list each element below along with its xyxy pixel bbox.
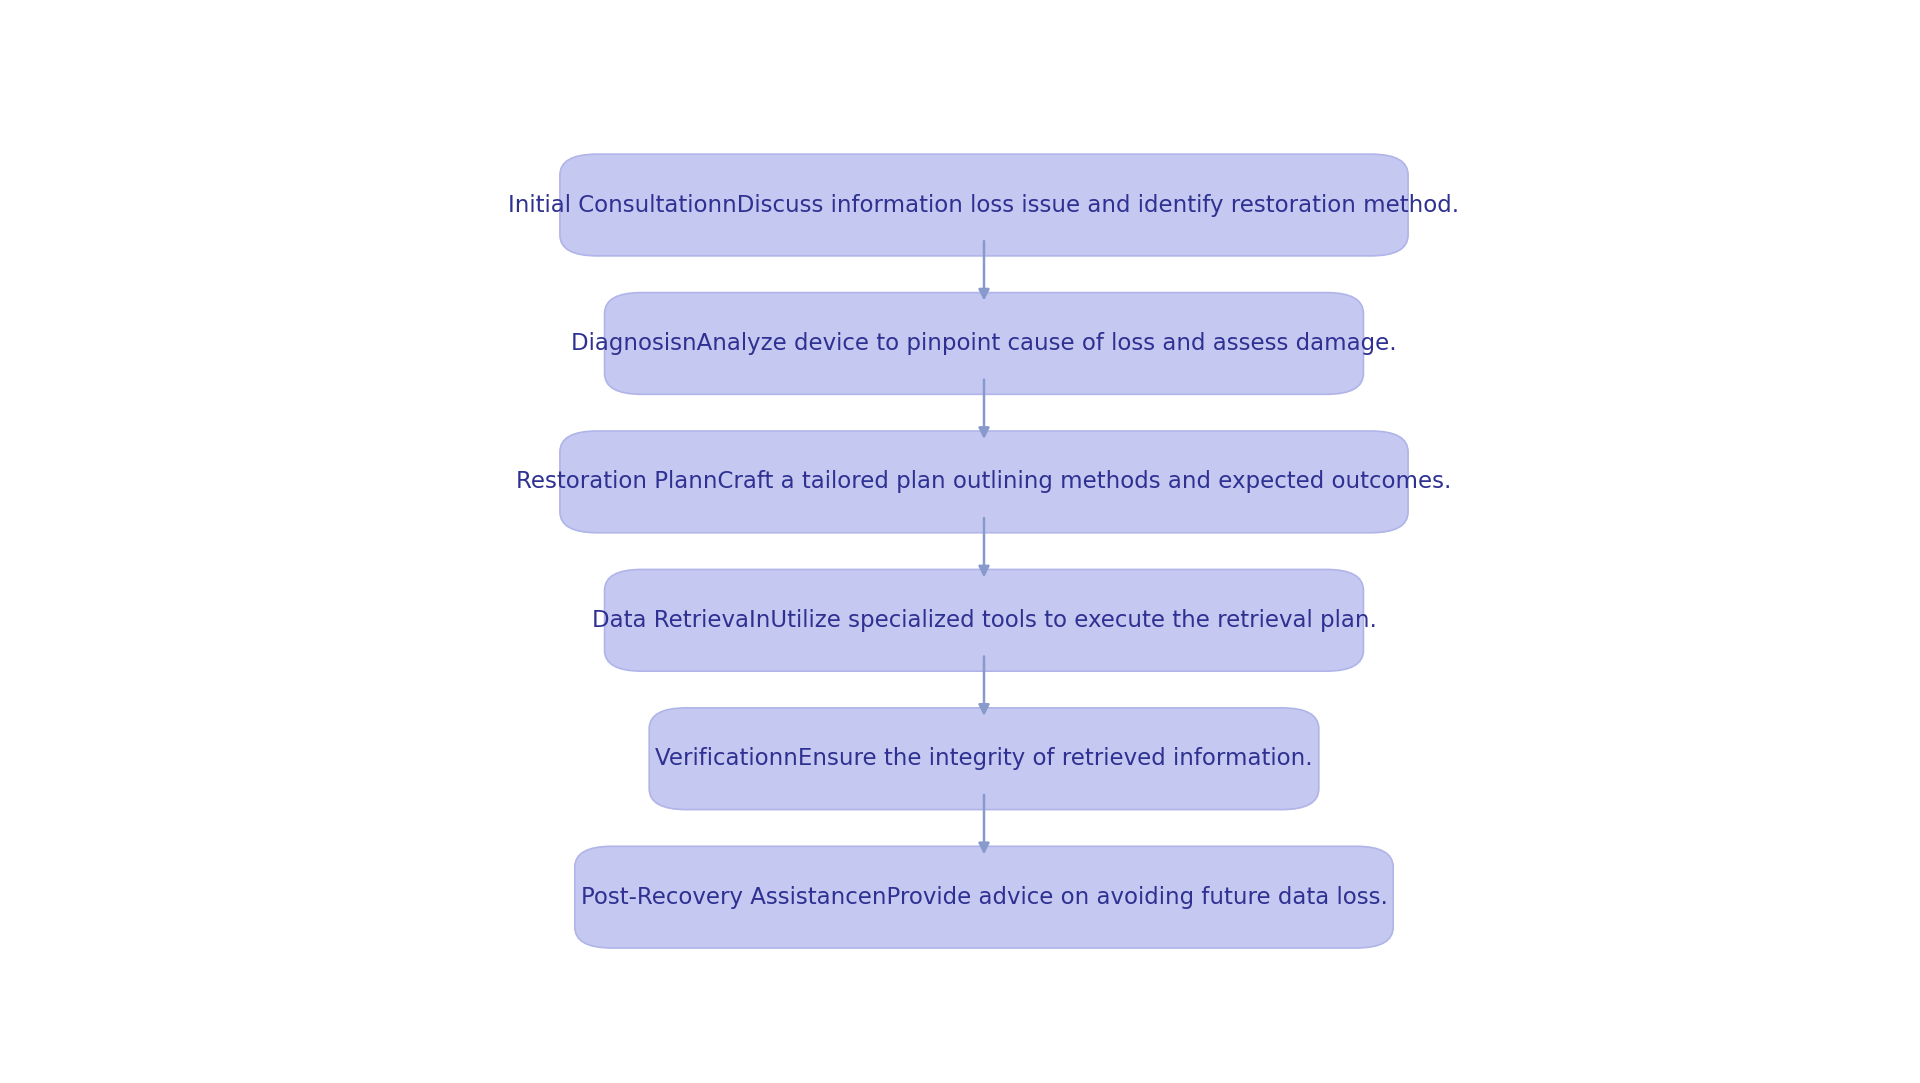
Text: Data RetrievaInUtilize specialized tools to execute the retrieval plan.: Data RetrievaInUtilize specialized tools… (591, 609, 1377, 631)
FancyBboxPatch shape (605, 570, 1363, 671)
FancyBboxPatch shape (561, 431, 1407, 533)
FancyBboxPatch shape (605, 292, 1363, 394)
Text: VerificationnEnsure the integrity of retrieved information.: VerificationnEnsure the integrity of ret… (655, 747, 1313, 770)
Text: Restoration PlannCraft a tailored plan outlining methods and expected outcomes.: Restoration PlannCraft a tailored plan o… (516, 470, 1452, 494)
FancyBboxPatch shape (574, 846, 1394, 948)
FancyBboxPatch shape (649, 708, 1319, 810)
FancyBboxPatch shape (561, 154, 1407, 256)
Text: DiagnosisnAnalyze device to pinpoint cause of loss and assess damage.: DiagnosisnAnalyze device to pinpoint cau… (570, 332, 1398, 355)
Text: Post-Recovery AssistancenProvide advice on avoiding future data loss.: Post-Recovery AssistancenProvide advice … (580, 886, 1388, 909)
Text: Initial ConsultationnDiscuss information loss issue and identify restoration met: Initial ConsultationnDiscuss information… (509, 194, 1459, 217)
